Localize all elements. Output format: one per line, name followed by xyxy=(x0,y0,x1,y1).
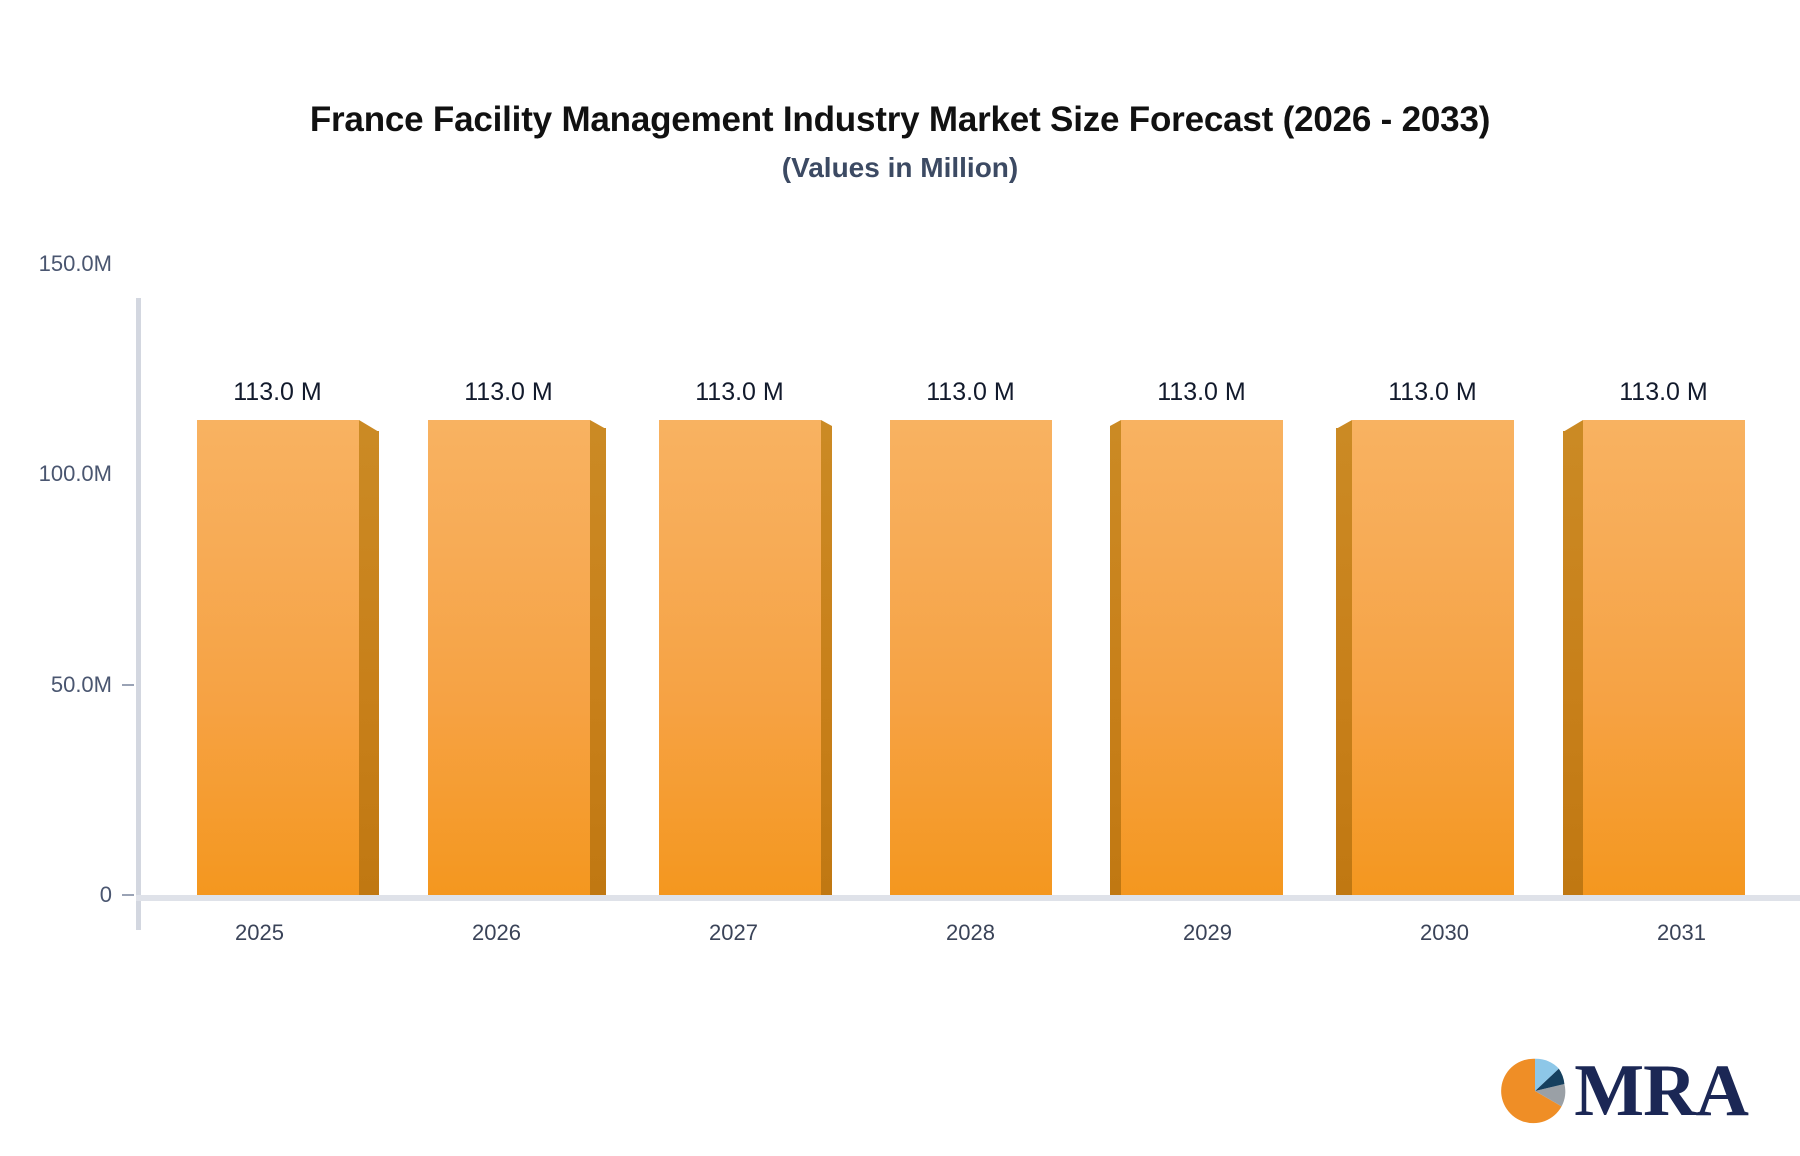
x-axis-label-2025: 2025 xyxy=(235,920,284,945)
bar-side-face xyxy=(1562,430,1583,895)
y-axis-tick-label: 0 xyxy=(99,882,112,907)
bar-2027[interactable] xyxy=(658,419,832,895)
x-axis-label-2030: 2030 xyxy=(1420,920,1469,945)
bar-value-label: 113.0 M xyxy=(926,377,1015,406)
bar-top-bevel xyxy=(1109,419,1121,426)
bar-value-label: 113.0 M xyxy=(233,377,322,406)
mra-logo: MRA xyxy=(1500,1049,1749,1132)
bar-front-face xyxy=(196,419,359,895)
y-axis-tick-label: 50.0M xyxy=(50,671,112,697)
bar-2026[interactable] xyxy=(427,419,606,895)
bar-top-bevel xyxy=(820,419,832,426)
title-block: France Facility Management Industry Mark… xyxy=(0,100,1800,184)
bar-side-face xyxy=(1109,425,1121,895)
bar-front-face xyxy=(1351,419,1514,895)
y-axis-line xyxy=(136,298,141,930)
x-axis-label-2027: 2027 xyxy=(709,920,758,945)
bar-side-face xyxy=(820,425,832,895)
bar-value-label: 113.0 M xyxy=(464,377,553,406)
bar-top-bevel xyxy=(1335,419,1352,429)
chart-subtitle: (Values in Million) xyxy=(781,152,1019,184)
y-axis-tick-mark xyxy=(122,894,134,896)
bar-top-bevel xyxy=(1562,419,1583,432)
pie-chart-logo-icon xyxy=(1501,1058,1566,1124)
bar-value-label: 113.0 M xyxy=(695,377,784,406)
logo-text: MRA xyxy=(1574,1049,1749,1132)
y-axis-tick-label: 150.0M xyxy=(38,251,112,276)
y-axis-tick-label: 100.0M xyxy=(38,461,112,487)
bar-2029[interactable] xyxy=(1109,419,1283,895)
bar-front-face xyxy=(427,419,590,895)
bar-front-face xyxy=(1582,419,1745,895)
chart-title: France Facility Management Industry Mark… xyxy=(309,100,1491,139)
bar-front-face xyxy=(889,419,1052,895)
bar-side-face xyxy=(358,430,379,895)
bar-top-bevel xyxy=(358,419,379,432)
x-axis-label-2026: 2026 xyxy=(472,920,521,945)
bar-side-face xyxy=(1335,428,1352,895)
bar-2028[interactable] xyxy=(889,419,1052,895)
y-axis-tick-mark xyxy=(122,683,134,686)
bar-2030[interactable] xyxy=(1335,419,1514,895)
x-axis-label-2028: 2028 xyxy=(946,920,995,945)
x-axis-label-2029: 2029 xyxy=(1183,920,1232,945)
bar-front-face xyxy=(1120,419,1283,895)
bar-top-bevel xyxy=(589,419,606,429)
plot-area: 0 50.0M 100.0M 150.0M 113.0 M 113.0 M 113.0 M… xyxy=(0,251,1800,945)
x-axis-line xyxy=(136,895,1800,901)
bar-side-face xyxy=(589,428,606,895)
bar-series: 113.0 M 113.0 M 113.0 M 113.0 M 113.0 M 113.0… xyxy=(141,270,1800,901)
bar-2031[interactable] xyxy=(1562,419,1745,895)
bar-value-label: 113.0 M xyxy=(1388,377,1477,406)
bar-value-label: 113.0 M xyxy=(1157,377,1246,406)
bar-value-label: 113.0 M xyxy=(1619,377,1708,406)
x-axis-label-2031: 2031 xyxy=(1657,920,1706,945)
bar-front-face xyxy=(658,419,821,895)
bar-2025[interactable] xyxy=(196,419,379,895)
